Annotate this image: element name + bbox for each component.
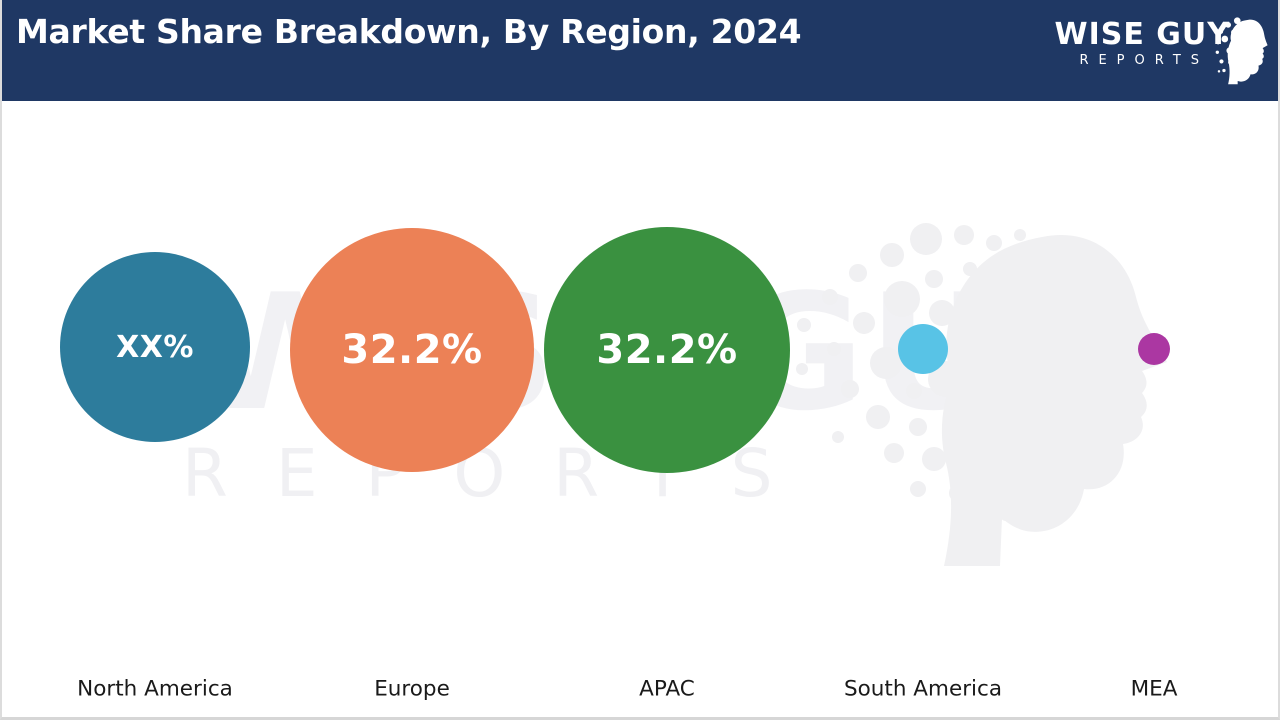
logo-subtitle: REPORTS xyxy=(1079,53,1210,68)
bubble-value-europe: 32.2% xyxy=(341,327,483,373)
bubble-apac: 32.2% xyxy=(544,227,790,473)
header: Market Share Breakdown, By Region, 2024 … xyxy=(2,0,1278,101)
bubble-south-america xyxy=(898,324,948,374)
region-label-south-america: South America xyxy=(843,676,1003,702)
bubble-north-america: XX% xyxy=(60,252,250,442)
chart-area: WISE GUY REPORTS XX%North America32.2%Eu… xyxy=(2,101,1278,717)
region-label-mea: MEA xyxy=(1130,676,1178,702)
logo-wordmark: WISE GUY xyxy=(1054,17,1230,52)
page-title: Market Share Breakdown, By Region, 2024 xyxy=(16,12,802,51)
bubble-europe: 32.2% xyxy=(290,228,534,472)
bubble-chart: XX% North America 32.2% Europe 32.2% APAC Sout… xyxy=(2,101,1278,717)
bubble-value-north-america: XX% xyxy=(116,329,194,365)
bubble-mea xyxy=(1138,333,1170,365)
bubble-value-apac: 32.2% xyxy=(596,327,738,373)
region-label-europe: Europe xyxy=(374,676,450,702)
region-label-apac: APAC xyxy=(639,676,695,702)
logo-head-icon xyxy=(1215,17,1268,85)
logo-text: WISE GUY REPORTS xyxy=(1054,17,1230,69)
wise-guy-reports-logo: WISE GUY REPORTS xyxy=(1054,17,1268,88)
watermark-head-icon xyxy=(796,223,1167,566)
region-label-north-america: North America xyxy=(77,676,233,702)
